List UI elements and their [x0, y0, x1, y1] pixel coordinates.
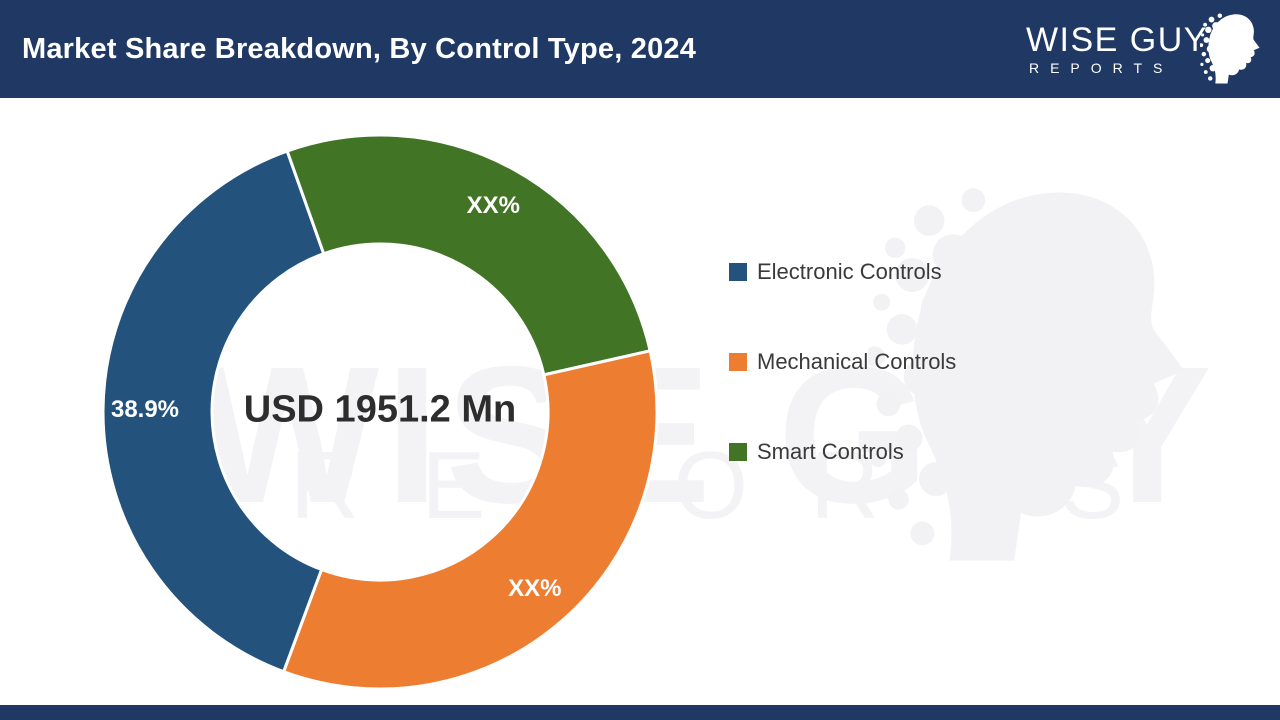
donut-segment-electronic-controls — [101, 149, 326, 674]
segment-percent-label: 38.9% — [110, 396, 180, 424]
background-watermark: WISE GUY REPORTS — [0, 98, 1280, 705]
legend-swatch-smart — [729, 443, 747, 461]
legend-label: Electronic Controls — [757, 259, 942, 284]
legend-swatch-mechanical — [729, 353, 747, 371]
legend-label: Smart Controls — [757, 439, 904, 464]
logo-subtitle: REPORTS — [1028, 60, 1174, 76]
chart-center-value: USD 1951.2 Mn — [243, 388, 517, 431]
legend-item-mechanical-controls: Mechanical Controls — [729, 349, 957, 374]
legend-item-smart-controls: Smart Controls — [729, 439, 904, 464]
footer-bar — [0, 705, 1280, 720]
legend-item-electronic-controls: Electronic Controls — [729, 259, 942, 284]
legend-swatch-electronic — [729, 263, 747, 281]
wise-guy-logo: WISE GUY REPORTS — [1026, 8, 1264, 90]
header-bar: Market Share Breakdown, By Control Type,… — [0, 0, 1280, 98]
segment-percent-label: XX% — [466, 192, 520, 220]
page-title: Market Share Breakdown, By Control Type,… — [22, 32, 697, 65]
logo-wordmark: WISE GUY — [1025, 21, 1208, 59]
donut-segment-mechanical-controls — [282, 349, 659, 691]
logo-face-icon — [1200, 13, 1260, 84]
legend-label: Mechanical Controls — [757, 349, 957, 374]
donut-segment-smart-controls — [285, 133, 652, 377]
segment-percent-label: XX% — [508, 574, 562, 602]
